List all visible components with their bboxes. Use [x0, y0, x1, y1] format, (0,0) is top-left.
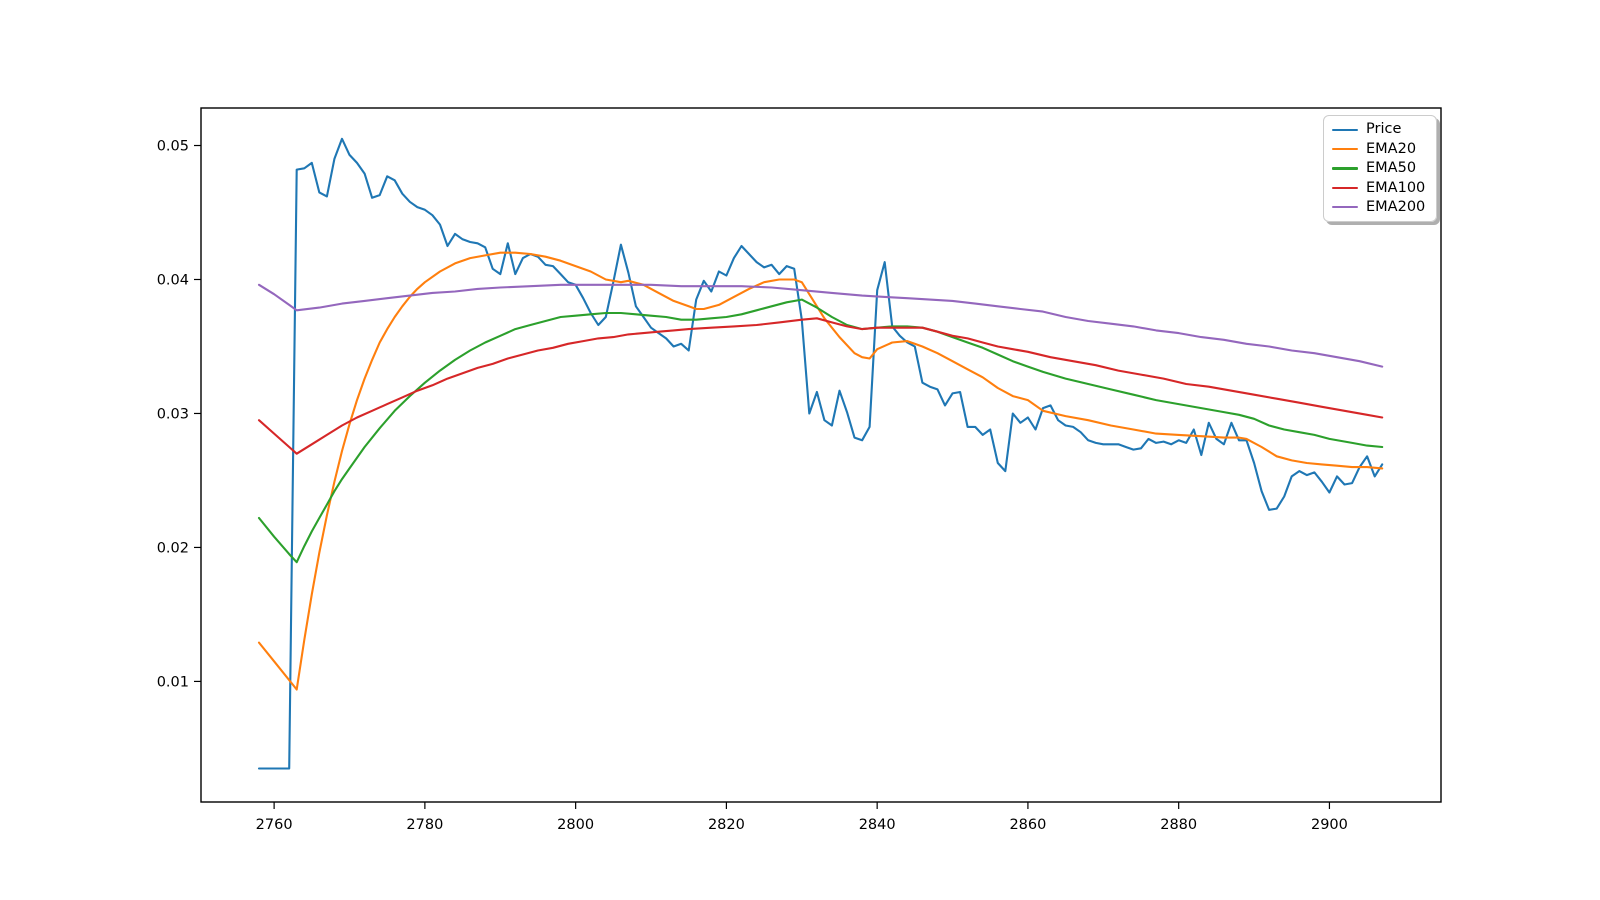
y-tick-label: 0.03: [157, 406, 189, 422]
legend-label: EMA100: [1366, 179, 1426, 196]
legend-swatch-price: [1332, 128, 1358, 131]
ema100-line: [257, 317, 1384, 455]
x-tick-label: 2860: [1009, 817, 1046, 833]
legend-entry-ema50: EMA50: [1324, 159, 1436, 178]
x-tick-label: 2800: [557, 817, 594, 833]
legend-entry-ema100: EMA100: [1324, 178, 1436, 197]
legend-swatch-ema20: [1332, 147, 1358, 151]
x-tick-label: 2840: [859, 817, 896, 833]
legend-swatch-ema100: [1332, 186, 1358, 189]
x-tick-label: 2880: [1160, 817, 1197, 833]
ema20-line: [257, 251, 1384, 691]
legend-label: EMA20: [1366, 140, 1417, 157]
y-tick-label: 0.04: [157, 272, 189, 288]
legend-swatch-ema200: [1332, 206, 1358, 209]
axes-frame: [200, 107, 1442, 803]
legend-label: Price: [1366, 121, 1402, 138]
price-line: [257, 137, 1384, 770]
y-tick-label: 0.05: [157, 139, 189, 155]
y-tick-label: 0.02: [157, 540, 189, 556]
legend-label: EMA50: [1366, 160, 1417, 177]
y-tick-label: 0.01: [157, 674, 189, 690]
x-tick-label: 2820: [708, 817, 745, 833]
legend-label: EMA200: [1366, 199, 1426, 215]
ema50-line: [257, 298, 1384, 564]
x-tick-label: 2900: [1311, 817, 1348, 833]
ema200-line: [257, 283, 1384, 368]
legend-entry-ema20: EMA20: [1324, 139, 1436, 158]
x-tick-label: 2760: [256, 817, 293, 833]
x-tick-label: 2780: [406, 817, 443, 833]
legend-swatch-ema50: [1332, 167, 1358, 170]
legend-entry-ema200: EMA200: [1324, 198, 1436, 217]
legend: Price EMA20 EMA50 EMA100 EMA200: [1323, 115, 1437, 222]
legend-entry-price: Price: [1324, 120, 1436, 139]
